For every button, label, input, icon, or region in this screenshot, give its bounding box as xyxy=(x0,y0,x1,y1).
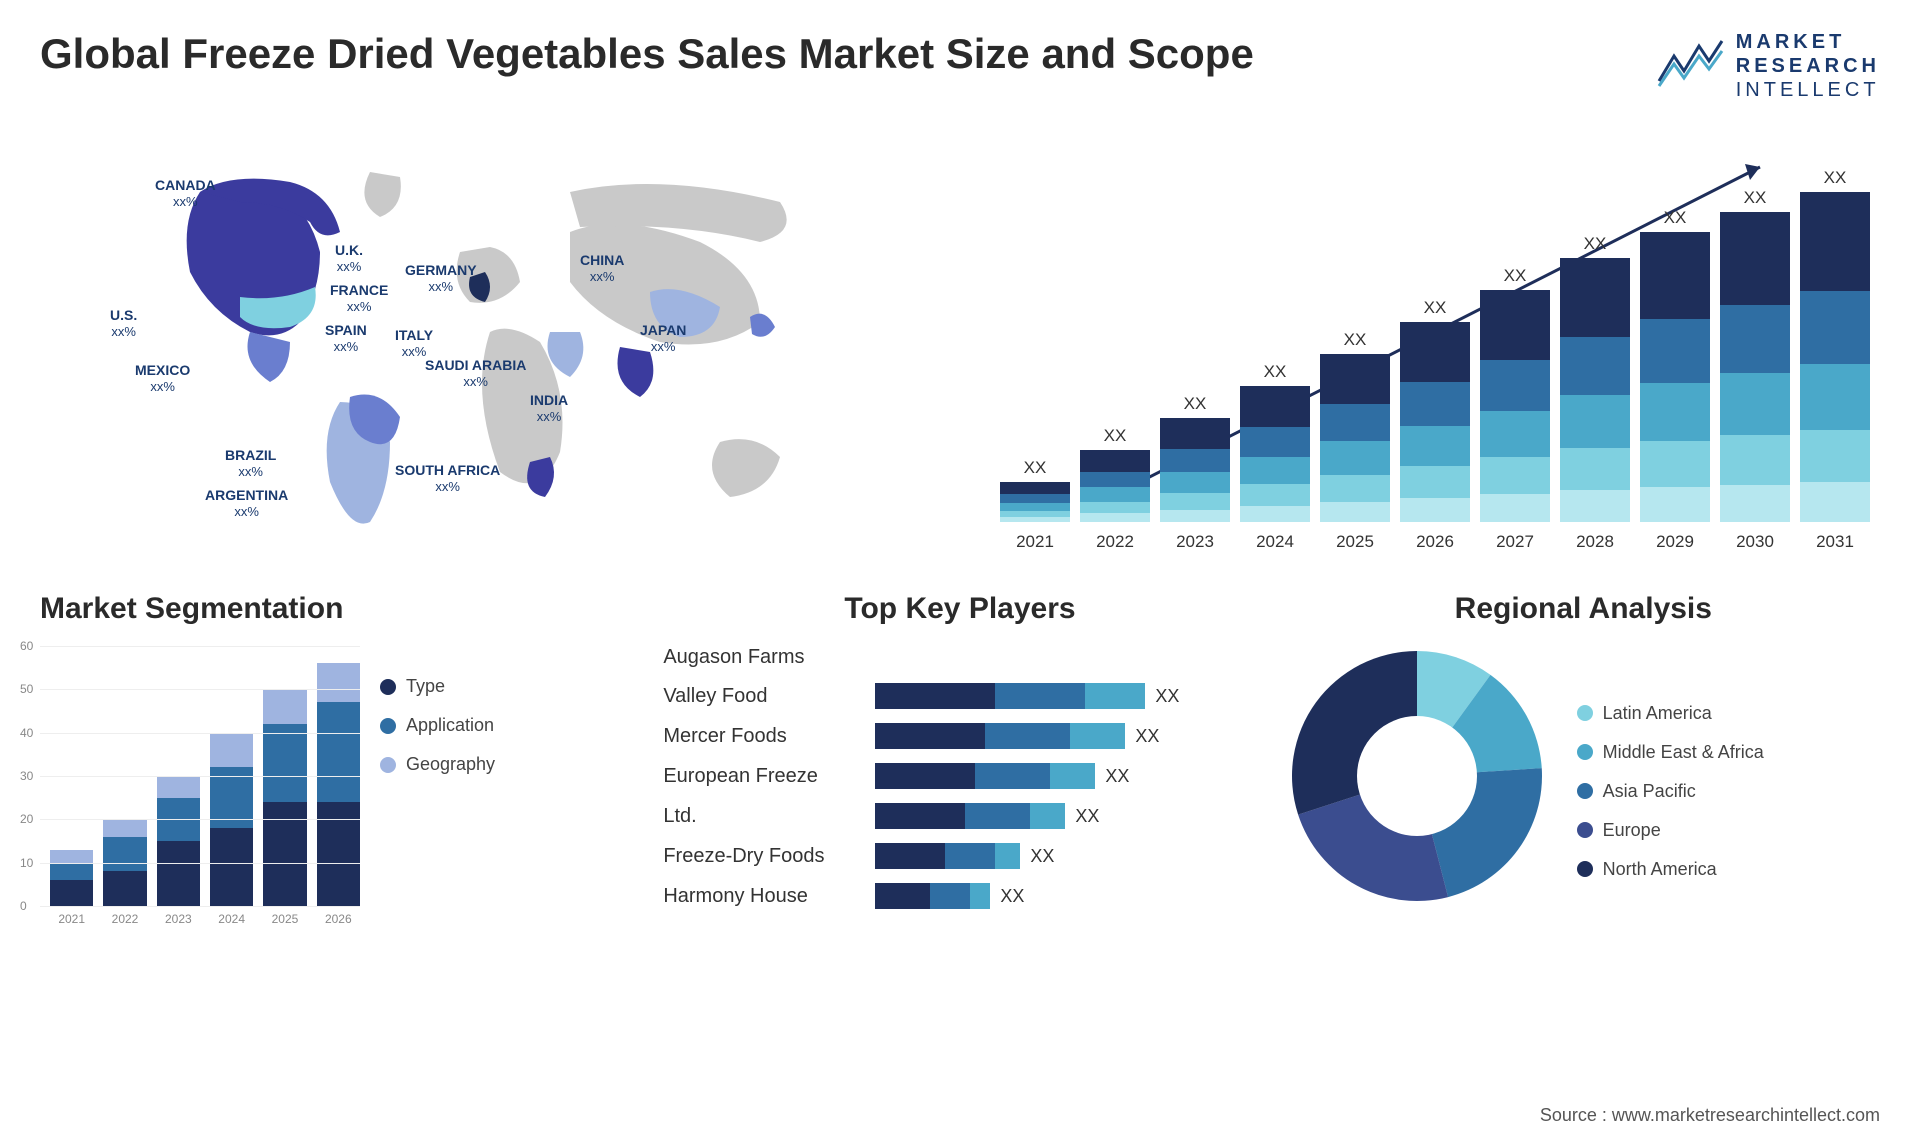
player-row: Augason Farms xyxy=(663,646,1256,669)
seg-bar xyxy=(263,689,306,906)
players-title: Top Key Players xyxy=(663,592,1256,626)
player-row: Ltd.XX xyxy=(663,803,1256,829)
players-list: Augason Farms Valley FoodXX Mercer FoodsXX… xyxy=(663,646,1256,909)
map-label: CHINAxx% xyxy=(580,252,624,284)
players-panel: Top Key Players Augason Farms Valley Food… xyxy=(663,592,1256,972)
player-row: Harmony HouseXX xyxy=(663,883,1256,909)
map-label: MEXICOxx% xyxy=(135,362,190,394)
map-label: GERMANYxx% xyxy=(405,262,477,294)
seg-bar xyxy=(157,776,200,906)
growth-bar: XX xyxy=(1080,426,1150,522)
map-label: CANADAxx% xyxy=(155,177,216,209)
player-row: Valley FoodXX xyxy=(663,683,1256,709)
map-label: SOUTH AFRICAxx% xyxy=(395,462,500,494)
growth-bar-chart: XXXXXXXXXXXXXXXXXXXXXX 20212022202320242… xyxy=(980,132,1880,552)
growth-bar: XX xyxy=(1640,208,1710,522)
brand-logo: MARKET RESEARCH INTELLECT xyxy=(1654,30,1880,102)
player-row: Mercer FoodsXX xyxy=(663,723,1256,749)
map-label: FRANCExx% xyxy=(330,282,388,314)
growth-bar: XX xyxy=(1720,188,1790,522)
legend-item: Type xyxy=(380,676,495,697)
logo-text: MARKET RESEARCH INTELLECT xyxy=(1736,30,1880,102)
legend-item: Europe xyxy=(1577,820,1764,841)
page-title: Global Freeze Dried Vegetables Sales Mar… xyxy=(40,30,1254,78)
source-text: Source : www.marketresearchintellect.com xyxy=(1540,1105,1880,1126)
growth-bar: XX xyxy=(1800,168,1870,522)
legend-item: Latin America xyxy=(1577,703,1764,724)
map-label: BRAZILxx% xyxy=(225,447,276,479)
map-label: INDIAxx% xyxy=(530,392,568,424)
player-row: Freeze-Dry FoodsXX xyxy=(663,843,1256,869)
segmentation-title: Market Segmentation xyxy=(40,592,633,626)
seg-bar xyxy=(317,663,360,906)
seg-bar xyxy=(50,850,93,906)
legend-item: Middle East & Africa xyxy=(1577,742,1764,763)
legend-item: Application xyxy=(380,715,495,736)
map-label: JAPANxx% xyxy=(640,322,686,354)
segmentation-chart: 202120222023202420252026 0102030405060 xyxy=(40,646,360,926)
map-label: ITALYxx% xyxy=(395,327,433,359)
growth-bar: XX xyxy=(1160,394,1230,522)
segmentation-panel: Market Segmentation 20212022202320242025… xyxy=(40,592,633,972)
legend-item: Asia Pacific xyxy=(1577,781,1764,802)
map-label: SAUDI ARABIAxx% xyxy=(425,357,526,389)
growth-bar: XX xyxy=(1320,330,1390,522)
legend-item: Geography xyxy=(380,754,495,775)
map-label: U.S.xx% xyxy=(110,307,137,339)
legend-item: North America xyxy=(1577,859,1764,880)
regional-title: Regional Analysis xyxy=(1287,592,1880,626)
growth-bar: XX xyxy=(1480,266,1550,522)
regional-donut xyxy=(1287,646,1547,906)
growth-bar: XX xyxy=(1400,298,1470,522)
regional-legend: Latin America Middle East & Africa Asia Pa… xyxy=(1577,703,1764,880)
growth-bar: XX xyxy=(1560,234,1630,522)
growth-bar: XX xyxy=(1000,458,1070,522)
regional-panel: Regional Analysis Latin America Middle Ea… xyxy=(1287,592,1880,972)
map-label: ARGENTINAxx% xyxy=(205,487,288,519)
map-label: U.K.xx% xyxy=(335,242,363,274)
segmentation-legend: Type Application Geography xyxy=(380,676,495,926)
map-label: SPAINxx% xyxy=(325,322,367,354)
player-row: European FreezeXX xyxy=(663,763,1256,789)
world-map: CANADAxx% U.S.xx% MEXICOxx% BRAZILxx% ARGENT… xyxy=(40,132,940,552)
growth-bar: XX xyxy=(1240,362,1310,522)
